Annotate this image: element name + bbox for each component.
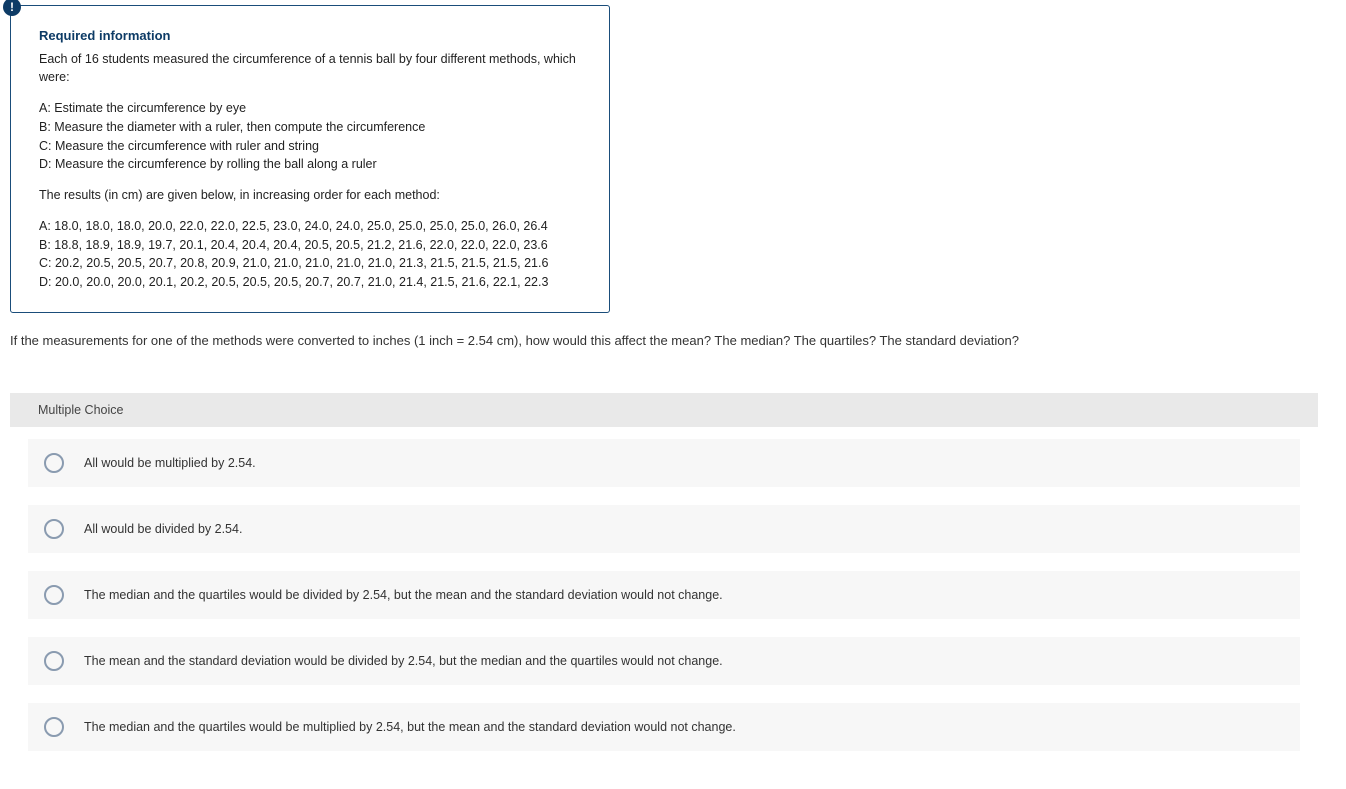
radio-icon[interactable]	[44, 651, 64, 671]
radio-icon[interactable]	[44, 717, 64, 737]
data-a: A: 18.0, 18.0, 18.0, 20.0, 22.0, 22.0, 2…	[39, 217, 581, 236]
info-badge-icon: !	[3, 0, 21, 16]
data-d: D: 20.0, 20.0, 20.0, 20.1, 20.2, 20.5, 2…	[39, 273, 581, 292]
method-a: A: Estimate the circumference by eye	[39, 99, 581, 118]
radio-icon[interactable]	[44, 519, 64, 539]
option-label: All would be divided by 2.54.	[84, 522, 242, 536]
required-info-box: ! Required information Each of 16 studen…	[10, 5, 610, 313]
radio-icon[interactable]	[44, 453, 64, 473]
data-b: B: 18.8, 18.9, 18.9, 19.7, 20.1, 20.4, 2…	[39, 236, 581, 255]
data-c: C: 20.2, 20.5, 20.5, 20.7, 20.8, 20.9, 2…	[39, 254, 581, 273]
option-label: The mean and the standard deviation woul…	[84, 654, 723, 668]
multiple-choice-header: Multiple Choice	[10, 393, 1318, 427]
info-methods-list: A: Estimate the circumference by eye B: …	[39, 99, 581, 174]
page-content: ! Required information Each of 16 studen…	[0, 5, 1328, 789]
option-0[interactable]: All would be multiplied by 2.54.	[28, 439, 1300, 487]
method-d: D: Measure the circumference by rolling …	[39, 155, 581, 174]
info-header: Required information	[39, 26, 581, 46]
info-below-text: The results (in cm) are given below, in …	[39, 186, 581, 205]
radio-icon[interactable]	[44, 585, 64, 605]
option-label: The median and the quartiles would be di…	[84, 588, 723, 602]
option-3[interactable]: The mean and the standard deviation woul…	[28, 637, 1300, 685]
option-label: All would be multiplied by 2.54.	[84, 456, 256, 470]
method-b: B: Measure the diameter with a ruler, th…	[39, 118, 581, 137]
info-data-list: A: 18.0, 18.0, 18.0, 20.0, 22.0, 22.0, 2…	[39, 217, 581, 292]
method-c: C: Measure the circumference with ruler …	[39, 137, 581, 156]
info-intro: Each of 16 students measured the circumf…	[39, 50, 581, 88]
option-label: The median and the quartiles would be mu…	[84, 720, 736, 734]
option-4[interactable]: The median and the quartiles would be mu…	[28, 703, 1300, 751]
option-1[interactable]: All would be divided by 2.54.	[28, 505, 1300, 553]
question-text: If the measurements for one of the metho…	[10, 333, 1318, 348]
